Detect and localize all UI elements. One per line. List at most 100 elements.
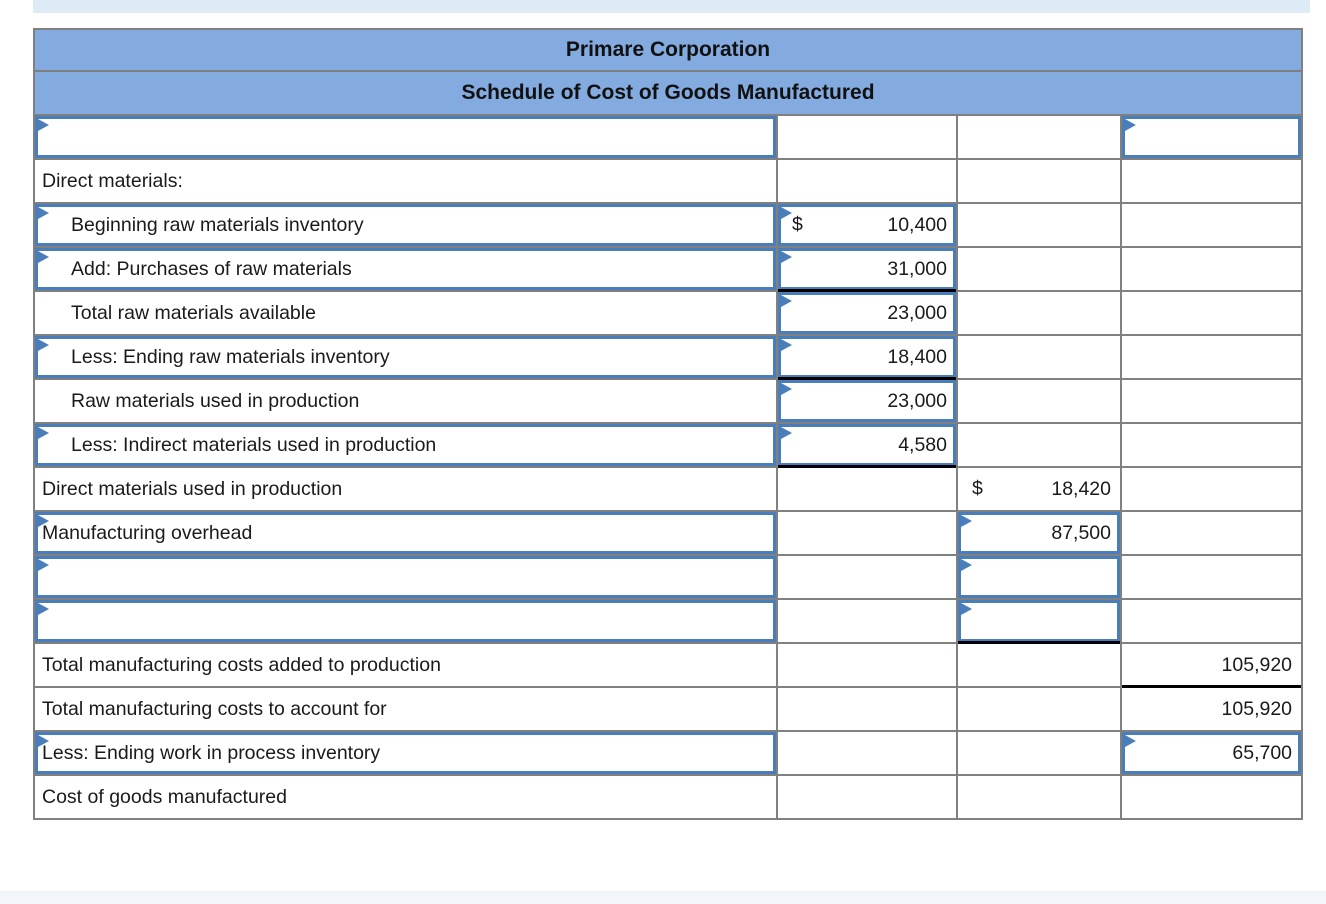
row-col3-cell[interactable] — [1122, 424, 1304, 468]
row-col2-cell[interactable] — [958, 732, 1122, 776]
row-col3-value — [1122, 512, 1301, 554]
row-col3-cell[interactable] — [1122, 380, 1304, 424]
row-col3-cell[interactable] — [1122, 116, 1304, 160]
row-label-cell-blank-2[interactable] — [33, 600, 778, 644]
row-col2-cell[interactable] — [958, 556, 1122, 600]
row-col2-cell[interactable] — [958, 600, 1122, 644]
row-col2-cell[interactable] — [958, 248, 1122, 292]
cost-of-goods-manufactured-sheet: Primare Corporation Schedule of Cost of … — [33, 28, 1304, 820]
row-col2-value — [958, 292, 1120, 334]
row-col1-cell[interactable] — [778, 160, 958, 204]
row-col3-value — [1122, 204, 1301, 246]
row-label-cell-blank-1[interactable] — [33, 556, 778, 600]
row-label-cell-cost-of-goods-manufactured[interactable]: Cost of goods manufactured — [33, 776, 778, 820]
row-col3-value — [1122, 116, 1301, 158]
row-col3-cell[interactable] — [1122, 336, 1304, 380]
table-row: Total raw materials available 23,000 — [33, 292, 1304, 336]
row-col2-value — [958, 776, 1120, 818]
row-label-cell-total-costs-added[interactable]: Total manufacturing costs added to produ… — [33, 644, 778, 688]
row-col1-value — [778, 776, 956, 818]
row-col3-value — [1122, 424, 1301, 466]
table-row: Manufacturing overhead 87,500 — [33, 512, 1304, 556]
row-label-cell-raw-materials-used[interactable]: Raw materials used in production — [33, 380, 778, 424]
row-col2-cell[interactable] — [958, 424, 1122, 468]
row-col1-cell[interactable]: $ 10,400 — [778, 204, 958, 248]
row-col1-cell[interactable] — [778, 688, 958, 732]
row-col2-cell[interactable] — [958, 776, 1122, 820]
row-col1-value — [778, 556, 956, 598]
row-col2-cell[interactable] — [958, 292, 1122, 336]
row-col2-cell[interactable] — [958, 644, 1122, 688]
row-label — [35, 556, 776, 598]
row-col2-value: 18,420 — [1051, 477, 1111, 500]
row-col3-cell[interactable] — [1122, 204, 1304, 248]
row-col1-cell[interactable]: 31,000 — [778, 248, 958, 292]
row-col2-cell[interactable]: $ 18,420 — [958, 468, 1122, 512]
row-col3-cell[interactable] — [1122, 556, 1304, 600]
row-col2-cell[interactable]: 87,500 — [958, 512, 1122, 556]
row-col2-cell[interactable] — [958, 336, 1122, 380]
row-label: Direct materials: — [42, 169, 183, 192]
currency-symbol: $ — [792, 213, 803, 236]
row-col3-cell[interactable] — [1122, 292, 1304, 336]
row-col1-cell[interactable] — [778, 116, 958, 160]
row-col3-cell[interactable] — [1122, 600, 1304, 644]
row-col1-cell[interactable] — [778, 644, 958, 688]
row-col3-value — [1122, 336, 1301, 378]
row-label-cell-direct-materials[interactable]: Direct materials: — [33, 160, 778, 204]
row-label: Direct materials used in production — [42, 477, 343, 500]
row-col1-cell[interactable] — [778, 512, 958, 556]
row-label-cell-purchases-raw-materials[interactable]: Add: Purchases of raw materials — [33, 248, 778, 292]
row-col1-cell[interactable]: 4,580 — [778, 424, 958, 468]
row-col1-cell[interactable] — [778, 732, 958, 776]
row-col1-cell[interactable]: 23,000 — [778, 292, 958, 336]
row-label-cell-beginning-raw-materials[interactable]: Beginning raw materials inventory — [33, 204, 778, 248]
row-col1-value — [778, 116, 956, 158]
table-row — [33, 556, 1304, 600]
row-col3-cell[interactable] — [1122, 160, 1304, 204]
table-row — [33, 600, 1304, 644]
row-label-cell-direct-materials-used[interactable]: Direct materials used in production — [33, 468, 778, 512]
row-col2-cell[interactable] — [958, 688, 1122, 732]
row-label-cell-total-costs-account-for[interactable]: Total manufacturing costs to account for — [33, 688, 778, 732]
row-label: Raw materials used in production — [71, 389, 360, 412]
row-col1-cell[interactable] — [778, 776, 958, 820]
row-col3-value — [1122, 292, 1301, 334]
row-label-cell-ending-wip[interactable]: Less: Ending work in process inventory — [33, 732, 778, 776]
row-col3-cell[interactable]: 65,700 — [1122, 732, 1304, 776]
table-row: Raw materials used in production 23,000 — [33, 380, 1304, 424]
row-col2-cell[interactable] — [958, 204, 1122, 248]
row-col2-value — [958, 116, 1120, 158]
row-col2-cell[interactable] — [958, 116, 1122, 160]
row-col1-cell[interactable] — [778, 556, 958, 600]
row-label-cell-indirect-materials-used[interactable]: Less: Indirect materials used in product… — [33, 424, 778, 468]
row-label: Less: Ending raw materials inventory — [71, 345, 390, 368]
row-col1-value: 23,000 — [887, 301, 947, 324]
row-col2-cell[interactable] — [958, 380, 1122, 424]
row-col3-cell[interactable] — [1122, 248, 1304, 292]
row-col1-cell[interactable]: 23,000 — [778, 380, 958, 424]
row-label-cell-blank-top[interactable] — [33, 116, 778, 160]
row-col3-cell[interactable]: 105,920 — [1122, 688, 1304, 732]
row-col2-cell[interactable] — [958, 160, 1122, 204]
row-col3-cell-answer-input[interactable] — [1122, 776, 1304, 820]
row-label — [35, 600, 776, 642]
row-label-cell-manufacturing-overhead[interactable]: Manufacturing overhead — [33, 512, 778, 556]
row-col2-value — [958, 204, 1120, 246]
row-col2-value — [958, 688, 1120, 730]
row-col1-value — [778, 688, 956, 730]
table-row: Direct materials used in production $ 18… — [33, 468, 1304, 512]
row-col3-value: 105,920 — [1221, 697, 1293, 720]
row-col3-cell[interactable] — [1122, 468, 1304, 512]
row-col3-cell[interactable]: 105,920 — [1122, 644, 1304, 688]
row-col1-cell[interactable] — [778, 468, 958, 512]
row-col3-cell[interactable] — [1122, 512, 1304, 556]
row-col3-value — [1122, 160, 1301, 202]
row-col1-cell[interactable] — [778, 600, 958, 644]
row-col1-cell[interactable]: 18,400 — [778, 336, 958, 380]
row-label: Less: Ending work in process inventory — [42, 741, 381, 764]
row-col1-value: 31,000 — [887, 257, 947, 280]
row-label-cell-ending-raw-materials[interactable]: Less: Ending raw materials inventory — [33, 336, 778, 380]
row-col3-value — [1122, 248, 1301, 290]
row-label-cell-total-raw-materials-available[interactable]: Total raw materials available — [33, 292, 778, 336]
